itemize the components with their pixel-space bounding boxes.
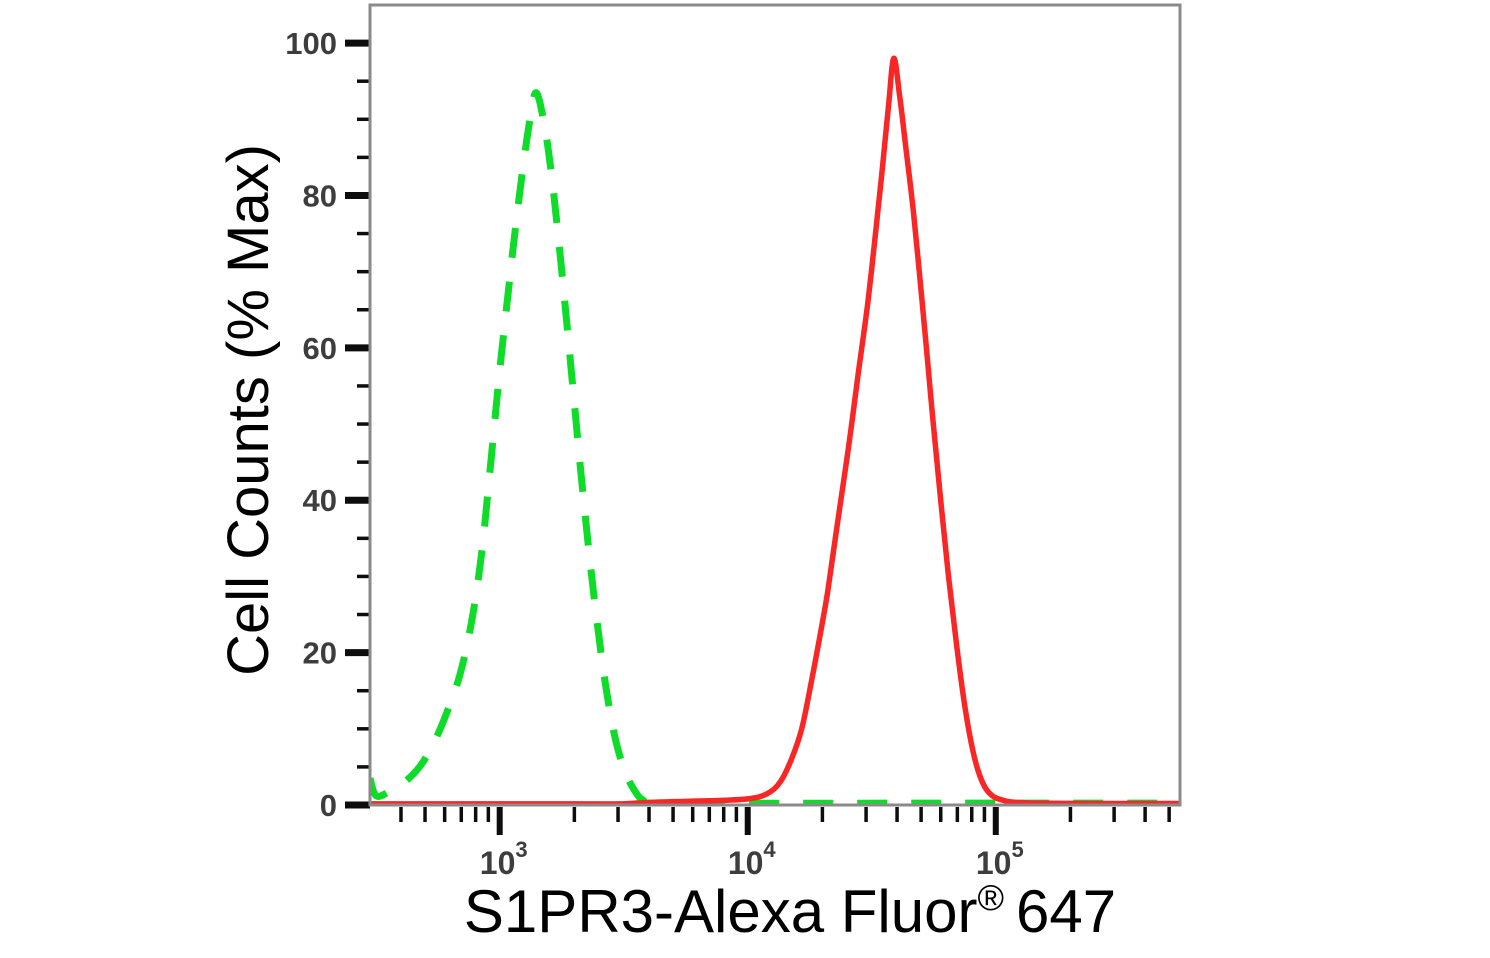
plot-area: 0 20 40 60 80 100 103 104 105 xyxy=(285,3,1182,881)
x-axis-label-main: S1PR3-Alexa Fluor xyxy=(464,878,978,945)
y-tick-label: 20 xyxy=(303,636,337,671)
x-tick-label: 105 xyxy=(976,837,1024,881)
x-axis-label: S1PR3-Alexa Fluor® 647 xyxy=(464,877,1116,945)
series-red-solid-histogram xyxy=(370,55,1180,805)
series-green-dashed-histogram xyxy=(370,89,1180,805)
y-tick-label: 60 xyxy=(303,331,337,366)
x-tick-label: 103 xyxy=(480,837,528,881)
registered-trademark-icon: ® xyxy=(977,877,1004,918)
y-tick-label: 100 xyxy=(285,26,337,61)
y-axis-label: Cell Counts (% Max) xyxy=(216,144,281,676)
y-tick-label: 0 xyxy=(320,788,337,823)
y-tick-label: 40 xyxy=(303,483,337,518)
plot-frame xyxy=(368,3,1182,807)
x-tick-label: 104 xyxy=(728,837,777,881)
x-axis-label-suffix: 647 xyxy=(1016,878,1116,945)
y-tick-label: 80 xyxy=(303,178,337,213)
